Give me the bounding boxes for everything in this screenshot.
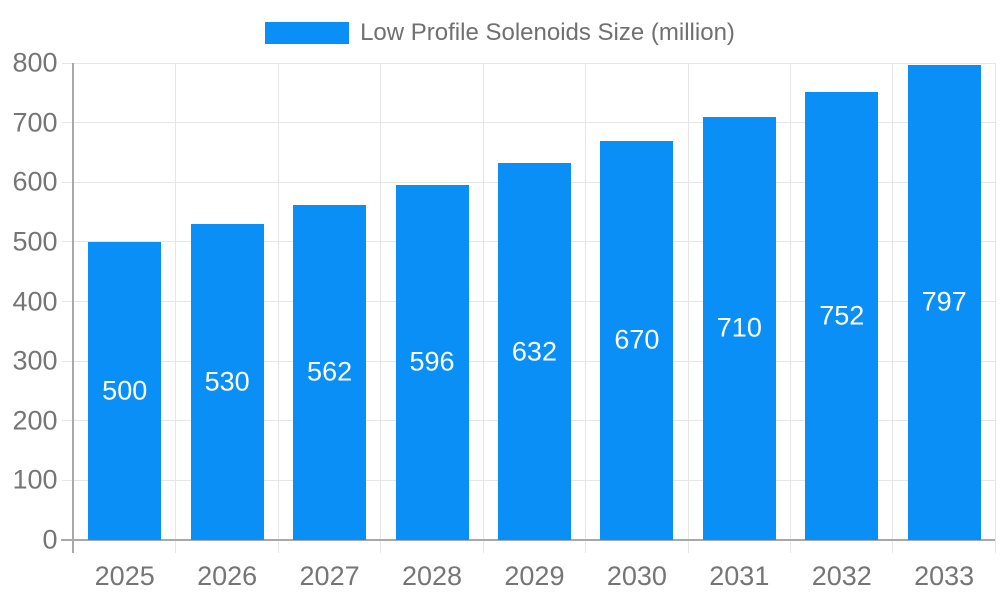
x-axis-tick [687,540,689,553]
y-axis-tick [61,62,74,64]
y-axis-line [71,63,74,553]
y-axis-tick [61,420,74,422]
bar-value-label: 670 [614,324,660,355]
x-axis-tick-label: 2027 [299,561,360,591]
x-axis-tick-label: 2031 [709,561,770,591]
y-axis-tick [61,301,74,302]
gridline-vertical [175,63,177,540]
x-axis-tick-label: 2029 [504,561,565,591]
bar-value-label: 632 [511,336,557,367]
bar[interactable] [600,140,674,540]
y-axis-tick-label: 0 [42,524,58,555]
gridline-vertical [585,63,587,540]
gridline-horizontal [73,122,996,124]
y-axis-tick [61,360,74,362]
y-axis-tick [61,241,74,243]
y-axis-tick-label: 100 [12,464,58,495]
x-axis-tick [790,540,792,553]
bar-value-label: 752 [819,300,865,331]
gridline-vertical [482,63,484,540]
legend-label: Low Profile Solenoids Size (million) [360,19,735,46]
x-axis-line [60,539,996,541]
gridline-vertical [687,63,689,540]
x-axis-tick-label: 2026 [197,561,258,591]
y-axis-tick-label: 400 [12,286,58,316]
gridline-vertical [380,63,382,540]
y-axis-tick-label: 600 [12,166,58,197]
bar[interactable] [88,241,162,540]
bar-value-label: 562 [307,356,353,387]
y-axis-tick [61,122,74,124]
bar[interactable] [395,184,469,540]
bar[interactable] [190,223,264,540]
bar-value-label: 797 [921,286,967,317]
gridline-vertical [892,63,894,540]
x-axis-tick-label: 2025 [94,561,155,591]
y-axis-tick-label: 800 [12,47,58,78]
bar[interactable] [805,91,879,540]
y-axis-tick-label: 300 [12,345,58,376]
gridline-vertical [994,63,996,540]
legend-swatch [265,22,350,44]
x-axis-tick [380,540,382,553]
bar-value-label: 710 [716,312,762,343]
x-axis-tick [994,540,996,553]
gridline-horizontal [73,62,996,64]
bar-value-label: 500 [102,375,148,406]
x-axis-tick-label: 2033 [914,561,975,591]
x-axis-tick-label: 2028 [401,561,463,591]
bar[interactable] [497,163,571,540]
gridline-vertical [790,63,792,540]
x-axis-tick-label: 2032 [811,561,872,591]
y-axis-tick-label: 200 [12,405,58,436]
x-axis-tick-label: 2030 [606,561,667,591]
bar-value-label: 596 [409,346,455,377]
legend-item[interactable]: Low Profile Solenoids Size (million) [265,20,735,46]
y-axis-tick [61,181,74,183]
y-axis-tick-label: 500 [12,226,58,257]
bar[interactable] [907,64,981,540]
legend: Low Profile Solenoids Size (million) [0,20,1000,46]
y-axis-tick [61,479,74,481]
x-axis-tick [585,540,587,553]
bar[interactable] [702,116,776,540]
x-axis-tick [482,540,484,553]
x-axis-tick [175,540,177,553]
bar[interactable] [293,204,367,540]
gridline-vertical [277,63,279,540]
bar-value-label: 530 [204,366,250,397]
x-axis-tick [277,540,279,553]
x-axis-tick [892,540,894,553]
y-axis-tick-label: 700 [12,107,58,138]
